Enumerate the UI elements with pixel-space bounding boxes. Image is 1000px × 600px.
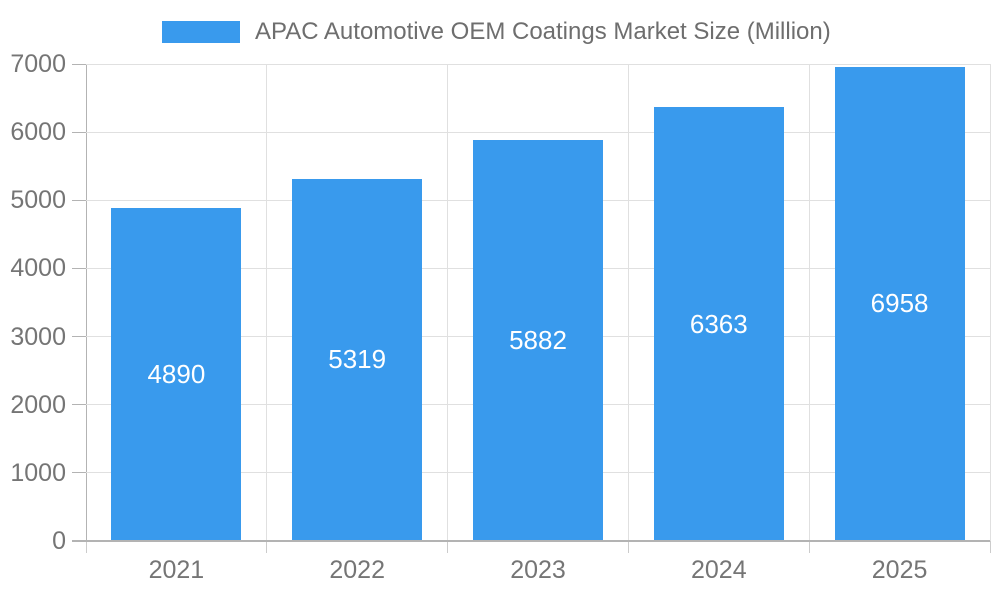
- y-axis-label: 5000: [10, 186, 66, 215]
- bar-2024[interactable]: 6363: [653, 107, 784, 541]
- x-tick: [808, 541, 810, 553]
- y-axis-label: 1000: [10, 458, 66, 487]
- y-axis-line: [86, 64, 87, 541]
- x-axis-label-2025: 2025: [871, 556, 928, 584]
- bar-value-label: 5882: [509, 325, 567, 356]
- y-axis-label: 2000: [10, 390, 66, 419]
- y-tick: [72, 267, 86, 269]
- y-axis-label: 3000: [10, 322, 66, 351]
- y-tick: [72, 63, 86, 65]
- gridline-x-boundary: [989, 64, 991, 541]
- y-axis-label: 7000: [10, 50, 66, 78]
- bar-2025[interactable]: 6958: [834, 66, 965, 541]
- bar-value-label: 6958: [870, 288, 929, 319]
- gridline-x-boundary: [808, 64, 810, 541]
- x-axis-baseline: [72, 540, 990, 542]
- bar-2022[interactable]: 5319: [292, 178, 423, 541]
- y-tick: [72, 199, 86, 201]
- y-axis-label: 6000: [10, 118, 66, 147]
- gridline-x-boundary: [266, 64, 268, 541]
- x-tick: [627, 541, 629, 553]
- legend-swatch: [162, 21, 240, 43]
- gridline-x-boundary: [447, 64, 449, 541]
- bar-2021[interactable]: 4890: [111, 207, 242, 541]
- plot-area: 0 1000 2000 3000 4000 5000 6000 7000 4890 2021 531…: [10, 51, 991, 583]
- gridline-y-7000: [86, 63, 990, 65]
- bar-2023[interactable]: 5882: [473, 140, 603, 541]
- legend[interactable]: APAC Automotive OEM Coatings Market Size…: [162, 18, 831, 45]
- x-axis-label-2023: 2023: [510, 556, 566, 584]
- bar-value-label: 6363: [689, 308, 748, 339]
- y-axis-label: 0: [52, 527, 66, 555]
- legend-label: APAC Automotive OEM Coatings Market Size…: [255, 18, 831, 45]
- x-tick: [989, 541, 991, 553]
- x-tick: [266, 541, 268, 553]
- gridline-y-6000: [86, 131, 990, 133]
- x-tick: [447, 541, 449, 553]
- y-tick: [72, 404, 86, 406]
- gridline-x-boundary: [627, 64, 629, 541]
- y-tick: [72, 472, 86, 474]
- x-axis-label-2021: 2021: [148, 556, 205, 584]
- x-tick: [85, 541, 87, 553]
- y-tick: [72, 131, 86, 133]
- y-tick: [72, 336, 86, 338]
- bar-value-label: 5319: [328, 344, 387, 375]
- x-axis-label-2022: 2022: [329, 556, 385, 584]
- x-axis-label-2024: 2024: [690, 556, 747, 584]
- bar-value-label: 4890: [147, 358, 206, 389]
- y-axis-label: 4000: [10, 254, 66, 283]
